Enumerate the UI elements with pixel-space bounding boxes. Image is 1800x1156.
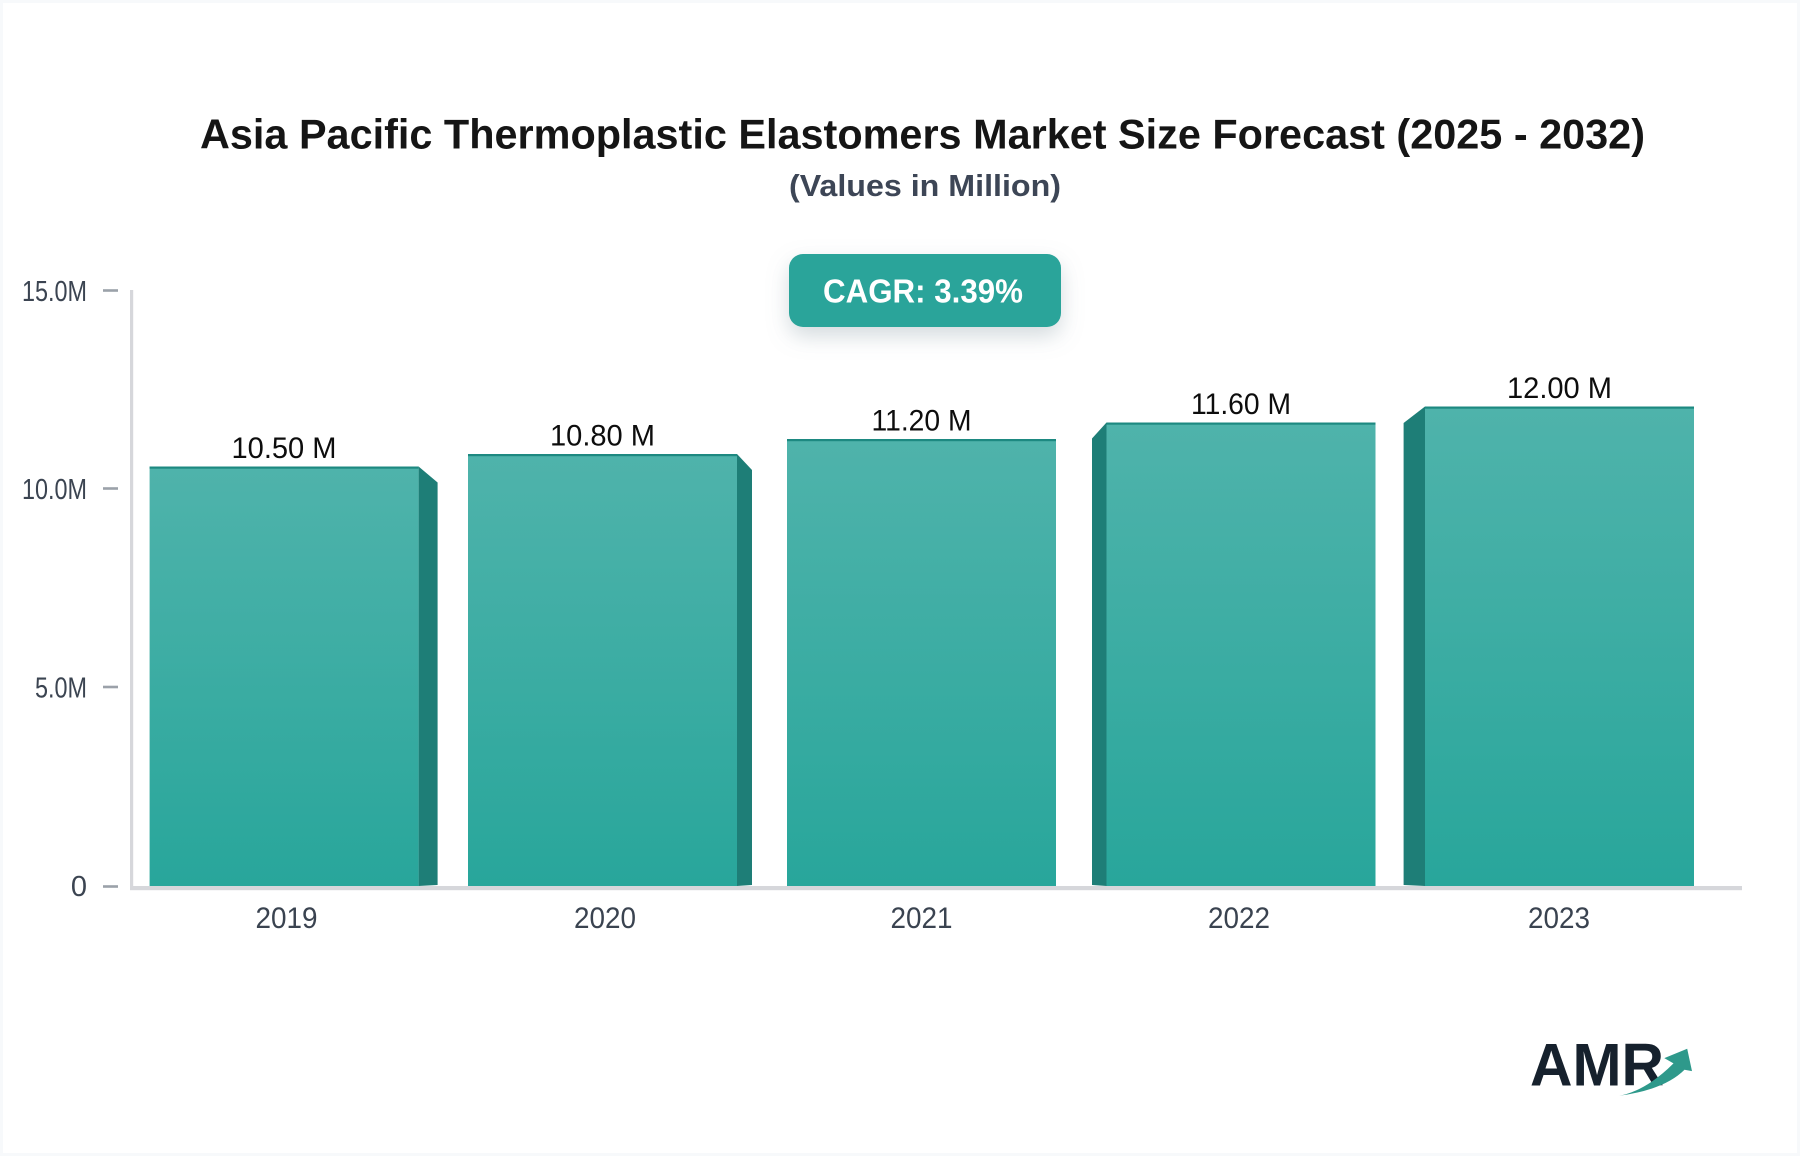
svg-text:2019: 2019 — [256, 902, 318, 935]
svg-text:2022: 2022 — [1208, 902, 1270, 935]
svg-text:2020: 2020 — [574, 902, 636, 935]
svg-text:CAGR: 3.39%: CAGR: 3.39% — [823, 273, 1023, 310]
svg-text:2021: 2021 — [891, 902, 953, 935]
svg-text:12.00 M: 12.00 M — [1507, 372, 1612, 405]
svg-text:10.0M: 10.0M — [22, 474, 87, 506]
svg-text:0: 0 — [71, 871, 87, 903]
svg-text:11.20 M: 11.20 M — [872, 405, 972, 438]
svg-text:11.60 M: 11.60 M — [1191, 388, 1291, 421]
svg-text:10.50 M: 10.50 M — [232, 432, 337, 465]
svg-text:2023: 2023 — [1528, 902, 1590, 935]
svg-text:Asia Pacific Thermoplastic Ela: Asia Pacific Thermoplastic Elastomers Ma… — [200, 111, 1645, 158]
svg-text:(Values in Million): (Values in Million) — [789, 168, 1061, 203]
svg-text:15.0M: 15.0M — [22, 276, 87, 308]
svg-text:10.80 M: 10.80 M — [550, 420, 655, 453]
svg-text:AMR: AMR — [1530, 1032, 1664, 1099]
svg-text:5.0M: 5.0M — [35, 673, 87, 705]
